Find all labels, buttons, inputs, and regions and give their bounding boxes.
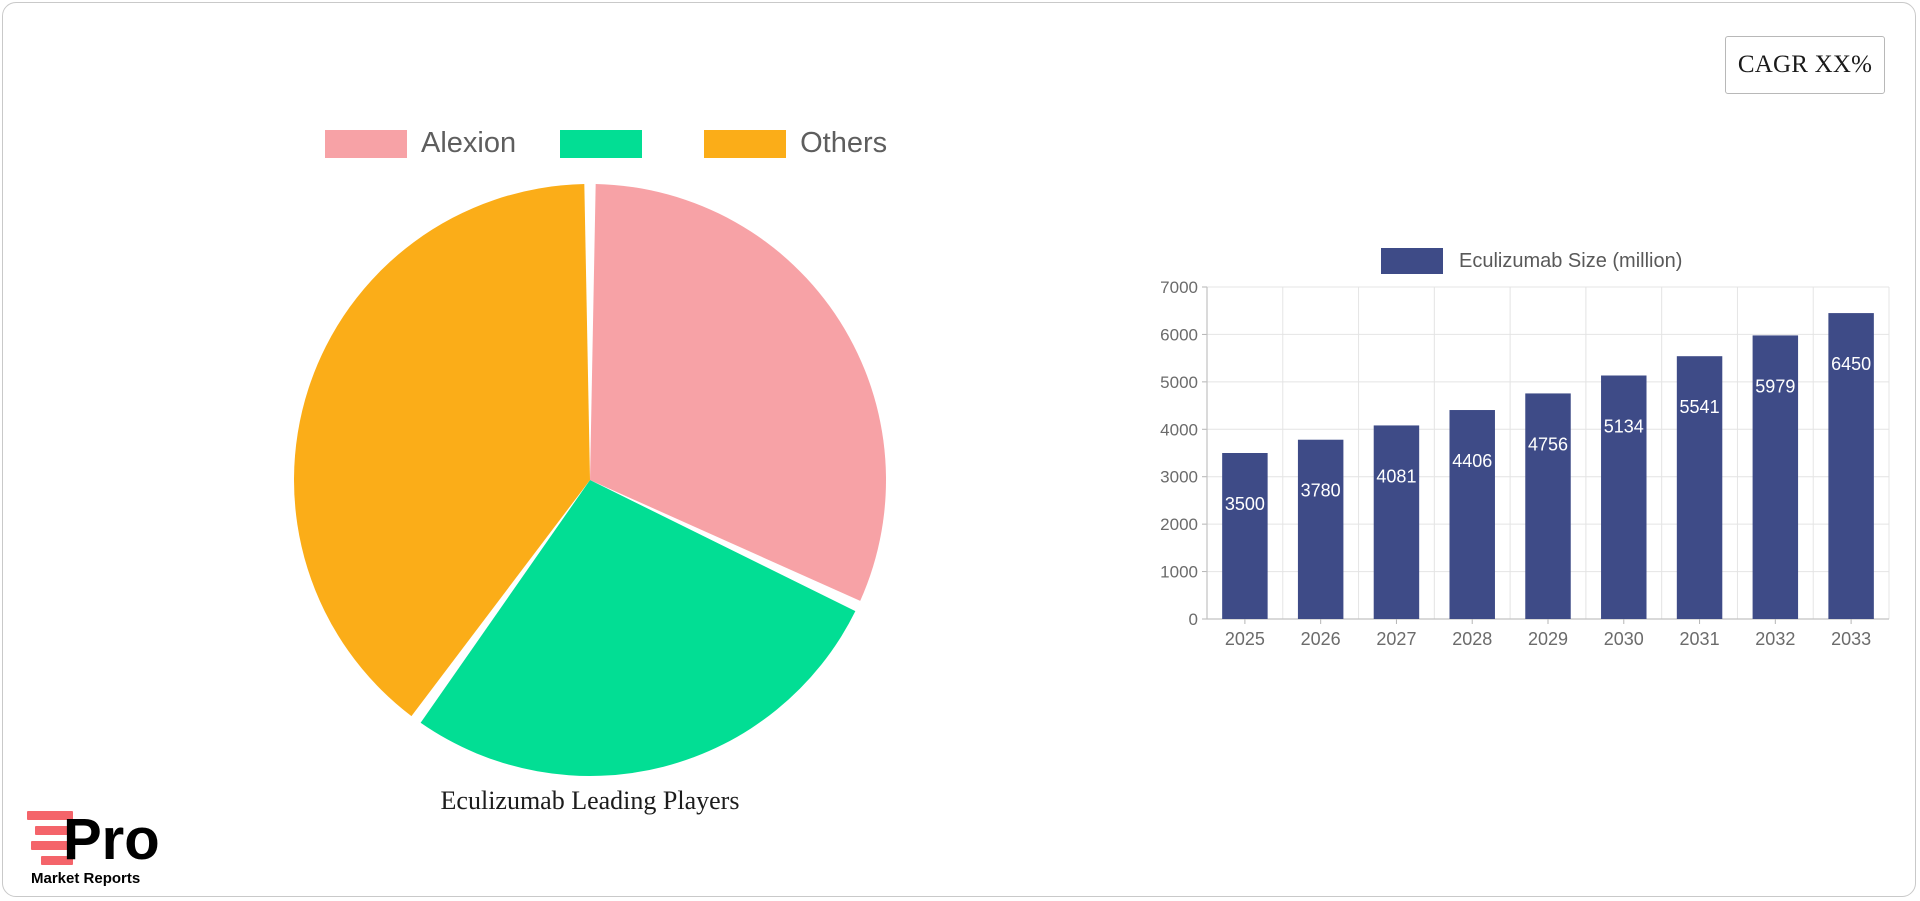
bar-value-label: 4406 [1452,451,1492,471]
bar-value-label: 5134 [1604,417,1644,437]
x-tick-label: 2029 [1528,629,1568,649]
pie-legend-item-others[interactable]: Others [704,127,887,160]
bar[interactable] [1373,425,1420,619]
pie-slice[interactable] [294,184,590,717]
y-tick-label: 3000 [1160,468,1198,487]
y-tick-label: 6000 [1160,325,1198,344]
bar-chart-svg: 0 1000 2000 3000 4000 5000 6000 7000 3500 2025 378… [1160,278,1890,649]
pie-chart-caption: Eculizumab Leading Players [440,786,740,815]
pie-legend-label-alexion: Alexion [421,127,517,159]
y-tick-label: 2000 [1160,515,1198,534]
bar-legend-swatch-size [1381,248,1443,274]
cagr-badge: CAGR XX% [1725,36,1885,94]
bar[interactable] [1601,375,1647,620]
pie-legend-item-alexion[interactable]: Alexion [325,127,516,160]
y-tick-label: 1000 [1160,563,1198,582]
pie-legend-swatch-alexion [325,129,407,158]
y-tick-label: 4000 [1160,420,1198,439]
bar[interactable] [1828,313,1874,619]
x-tick-label: 2026 [1301,629,1341,649]
bar-value-label: 6450 [1831,354,1871,374]
bar[interactable] [1222,453,1268,619]
bar[interactable] [1752,335,1799,619]
logo-tagline: Market Reports [31,870,140,887]
pie-slice[interactable] [590,184,887,601]
bar-value-label: 5979 [1755,376,1795,396]
x-tick-label: 2027 [1376,629,1416,649]
cagr-badge-label: CAGR XX% [1737,51,1873,78]
y-tick-label: 5000 [1160,373,1198,392]
y-tick-label: 0 [1189,610,1198,629]
x-tick-label: 2025 [1225,629,1265,649]
bar-chart: 0 1000 2000 3000 4000 5000 6000 7000 3500 2025 378… [1151,275,1895,675]
y-tick-label: 7000 [1160,278,1198,297]
x-tick-label: 2030 [1604,629,1644,649]
bar-legend: Eculizumab Size (million) [1381,248,1682,274]
bar[interactable] [1525,393,1571,619]
bar-value-label: 3500 [1225,494,1265,514]
pie-legend-label-others: Others [800,127,888,159]
bar-value-label: 4081 [1376,466,1416,486]
pie-legend: Alexion Others [325,127,887,160]
x-tick-label: 2032 [1755,629,1795,649]
pie-chart [291,181,889,779]
pie-legend-item-unnamed[interactable] [560,129,656,158]
bar[interactable] [1449,410,1495,619]
x-tick-label: 2033 [1831,629,1871,649]
bar-value-label: 4756 [1528,434,1568,454]
logo-svg: Pro Market Reports [27,807,160,887]
pie-chart-svg [294,184,887,776]
x-tick-label: 2031 [1680,629,1720,649]
bar[interactable] [1297,439,1344,619]
logo-bars-icon [27,811,73,865]
logo-wordmark: Pro [63,807,160,872]
bar-value-label: 5541 [1680,397,1720,417]
bar-value-label: 3780 [1301,481,1341,501]
bar-legend-label-size: Eculizumab Size (million) [1459,249,1683,272]
pro-market-reports-logo: Pro Market Reports [27,803,167,889]
pie-legend-swatch-others [704,129,787,158]
x-tick-label: 2028 [1452,629,1492,649]
bar[interactable] [1676,356,1723,619]
bar-legend-item-size[interactable]: Eculizumab Size (million) [1381,248,1682,274]
pie-slice[interactable] [420,480,856,776]
pie-legend-swatch-unnamed [560,129,643,158]
